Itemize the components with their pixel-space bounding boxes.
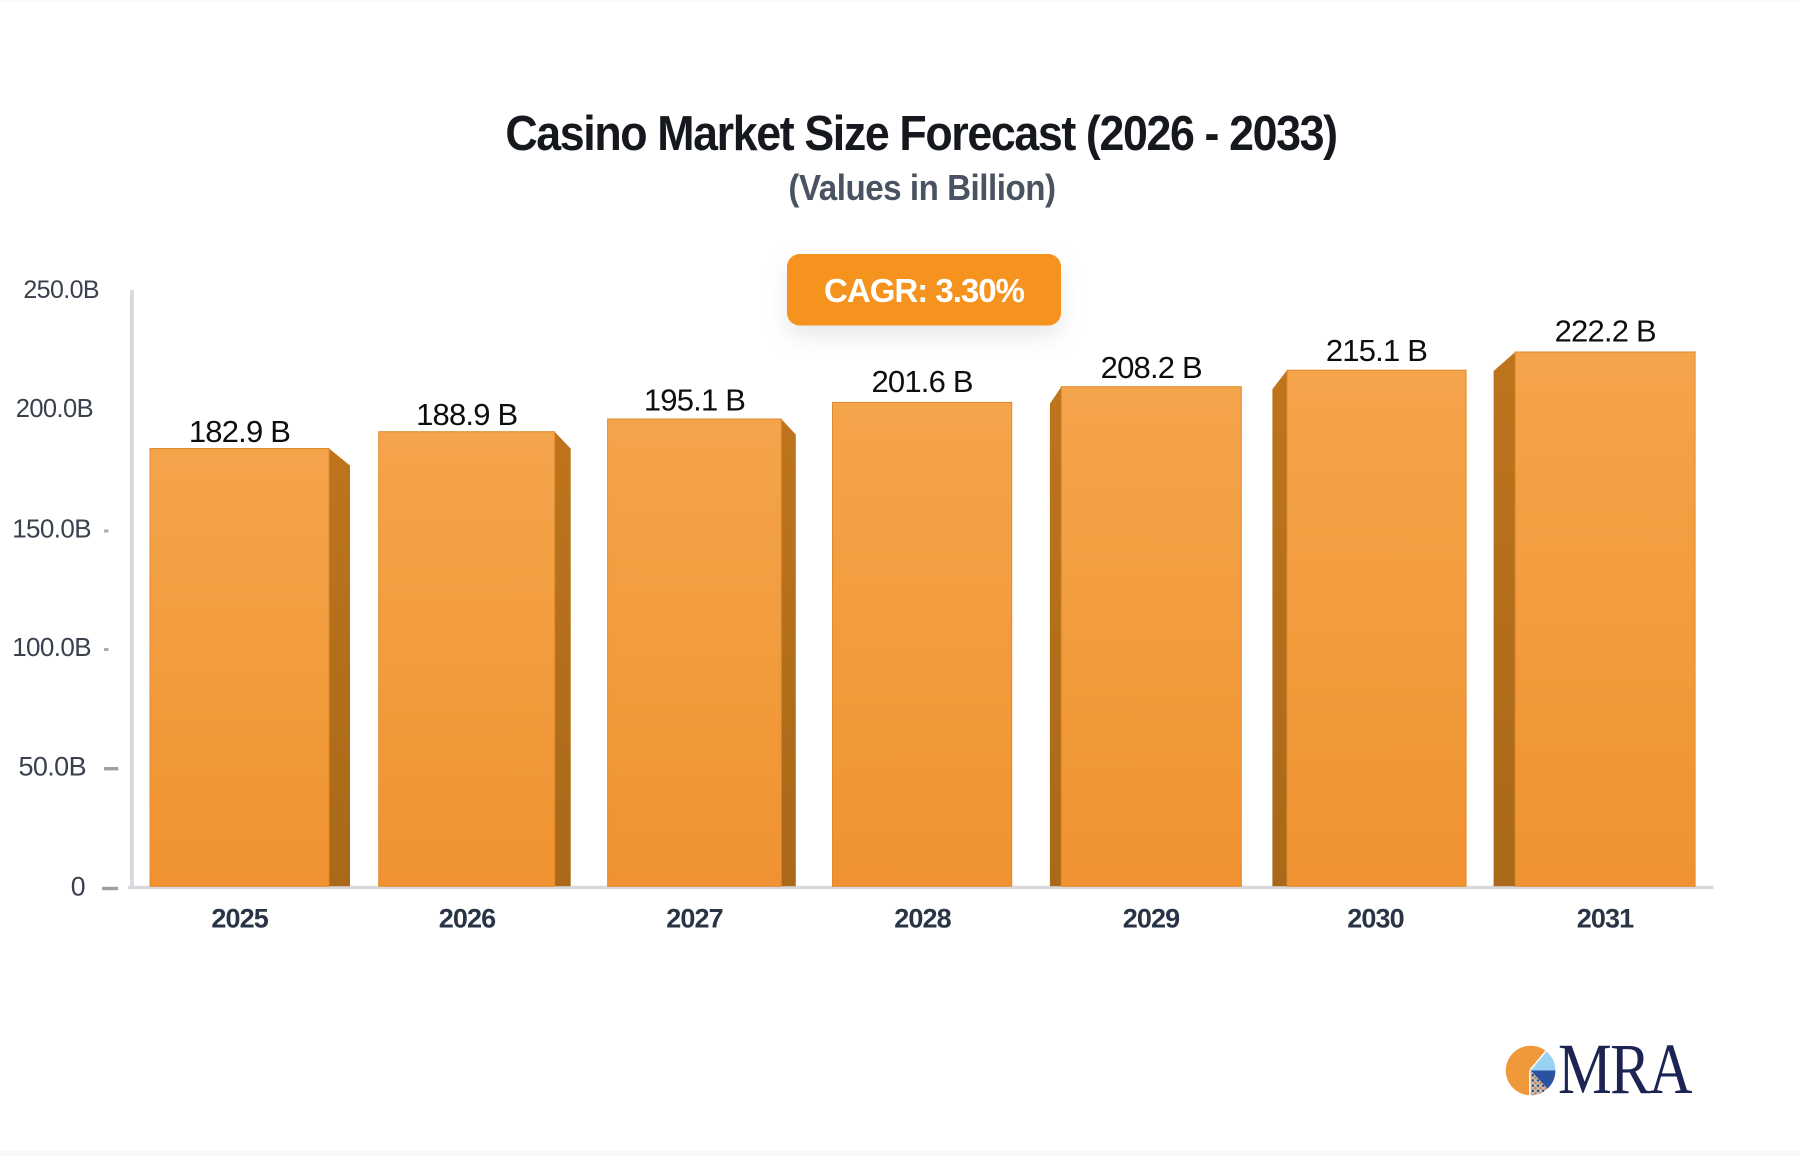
svg-text:2027: 2027: [666, 904, 722, 934]
svg-text:2025: 2025: [211, 904, 268, 934]
svg-text:0: 0: [71, 871, 85, 901]
svg-text:2029: 2029: [1123, 904, 1180, 934]
svg-text:250.0B: 250.0B: [23, 276, 99, 304]
svg-text:182.9 B: 182.9 B: [189, 414, 290, 449]
svg-text:2028: 2028: [894, 904, 951, 934]
svg-text:CAGR: 3.30%: CAGR: 3.30%: [824, 272, 1025, 309]
svg-text:208.2 B: 208.2 B: [1101, 350, 1202, 385]
svg-text:2026: 2026: [439, 904, 496, 934]
svg-text:200.0B: 200.0B: [16, 395, 93, 423]
svg-text:195.1 B: 195.1 B: [644, 383, 745, 418]
svg-text:201.6 B: 201.6 B: [871, 364, 972, 399]
svg-text:150.0B: 150.0B: [12, 514, 91, 544]
svg-text:2030: 2030: [1347, 904, 1403, 934]
svg-text:222.2 B: 222.2 B: [1555, 314, 1656, 349]
svg-text:50.0B: 50.0B: [18, 752, 86, 782]
svg-text:MRA: MRA: [1558, 1030, 1692, 1109]
svg-text:188.9 B: 188.9 B: [416, 397, 517, 432]
svg-text:215.1 B: 215.1 B: [1326, 333, 1427, 368]
svg-text:100.0B: 100.0B: [12, 632, 91, 662]
svg-text:(Values in Billion): (Values in Billion): [788, 169, 1055, 209]
svg-text:2031: 2031: [1577, 904, 1634, 934]
svg-text:Casino Market Size Forecast (2: Casino Market Size Forecast (2026 - 2033…: [505, 106, 1336, 160]
